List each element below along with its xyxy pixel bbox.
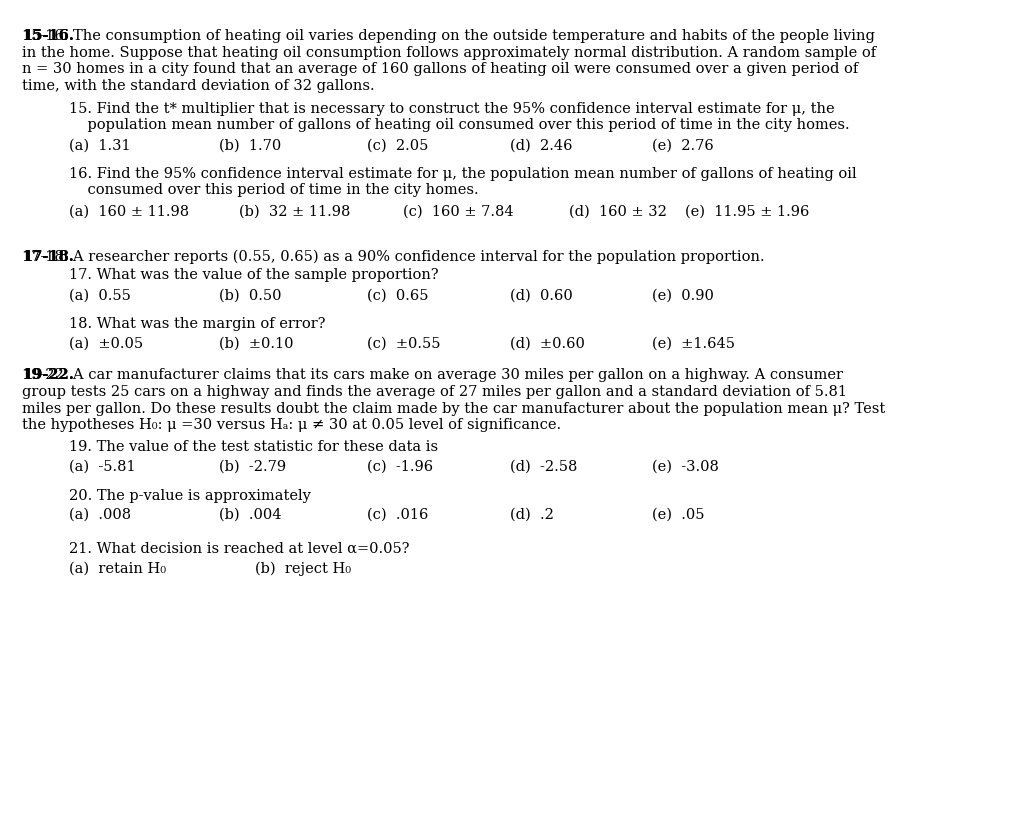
Text: (b)  32 ± 11.98: (b) 32 ± 11.98 [239, 205, 351, 219]
Text: 15-16.: 15-16. [22, 29, 74, 43]
Text: (a)  1.31: (a) 1.31 [69, 139, 130, 153]
Text: (a)  160 ± 11.98: (a) 160 ± 11.98 [69, 205, 190, 219]
Text: population mean number of gallons of heating oil consumed over this period of ti: population mean number of gallons of hea… [69, 118, 850, 132]
Text: 17-18.: 17-18. [22, 250, 74, 264]
Text: (b)  0.50: (b) 0.50 [219, 289, 281, 303]
Text: 16. Find the 95% confidence interval estimate for μ, the population mean number : 16. Find the 95% confidence interval est… [69, 167, 857, 181]
Text: 17-18.: 17-18. [22, 250, 74, 264]
Text: (c)  .016: (c) .016 [367, 508, 428, 522]
Text: the hypotheses H₀: μ =30 versus Hₐ: μ ≠ 30 at 0.05 level of significance.: the hypotheses H₀: μ =30 versus Hₐ: μ ≠ … [22, 418, 561, 432]
Text: 19-22.: 19-22. [22, 368, 74, 382]
Text: 15-16. The consumption of heating oil varies depending on the outside temperatur: 15-16. The consumption of heating oil va… [22, 29, 875, 43]
Text: in the home. Suppose that heating oil consumption follows approximately normal d: in the home. Suppose that heating oil co… [22, 46, 876, 60]
Text: (c)  -1.96: (c) -1.96 [367, 460, 433, 474]
Text: (a)  ±0.05: (a) ±0.05 [69, 337, 144, 351]
Text: (a)  0.55: (a) 0.55 [69, 289, 131, 303]
Text: (a)  .008: (a) .008 [69, 508, 131, 522]
Text: (e)  -3.08: (e) -3.08 [652, 460, 719, 474]
Text: n = 30 homes in a city found that an average of 160 gallons of heating oil were : n = 30 homes in a city found that an ave… [22, 62, 859, 77]
Text: (e)  2.76: (e) 2.76 [652, 139, 714, 153]
Text: (d)  2.46: (d) 2.46 [510, 139, 572, 153]
Text: (e)  11.95 ± 1.96: (e) 11.95 ± 1.96 [685, 205, 809, 219]
Text: (d)  0.60: (d) 0.60 [510, 289, 573, 303]
Text: group tests 25 cars on a highway and finds the average of 27 miles per gallon an: group tests 25 cars on a highway and fin… [22, 385, 848, 399]
Text: (e)  ±1.645: (e) ±1.645 [652, 337, 735, 351]
Text: 15. Find the t* multiplier that is necessary to construct the 95% confidence int: 15. Find the t* multiplier that is neces… [69, 102, 835, 116]
Text: (b)  .004: (b) .004 [219, 508, 281, 522]
Text: 19-22. A car manufacturer claims that its cars make on average 30 miles per gall: 19-22. A car manufacturer claims that it… [22, 368, 844, 382]
Text: 17. What was the value of the sample proportion?: 17. What was the value of the sample pro… [69, 268, 439, 282]
Text: (a)  -5.81: (a) -5.81 [69, 460, 136, 474]
Text: 20. The p-value is approximately: 20. The p-value is approximately [69, 489, 311, 503]
Text: (d)  ±0.60: (d) ±0.60 [510, 337, 584, 351]
Text: 19-22.: 19-22. [22, 368, 74, 382]
Text: miles per gallon. Do these results doubt the claim made by the car manufacturer : miles per gallon. Do these results doubt… [22, 402, 886, 416]
Text: (c)  2.05: (c) 2.05 [367, 139, 428, 153]
Text: (c)  160 ± 7.84: (c) 160 ± 7.84 [403, 205, 514, 219]
Text: (d)  160 ± 32: (d) 160 ± 32 [569, 205, 666, 219]
Text: (c)  ±0.55: (c) ±0.55 [367, 337, 440, 351]
Text: (b)  -2.79: (b) -2.79 [219, 460, 286, 474]
Text: (d)  .2: (d) .2 [510, 508, 553, 522]
Text: 21. What decision is reached at level α=0.05?: 21. What decision is reached at level α=… [69, 541, 410, 556]
Text: consumed over this period of time in the city homes.: consumed over this period of time in the… [69, 183, 479, 197]
Text: 19. The value of the test statistic for these data is: 19. The value of the test statistic for … [69, 440, 438, 454]
Text: (d)  -2.58: (d) -2.58 [510, 460, 577, 474]
Text: (c)  0.65: (c) 0.65 [367, 289, 428, 303]
Text: time, with the standard deviation of 32 gallons.: time, with the standard deviation of 32 … [22, 79, 375, 93]
Text: (e)  0.90: (e) 0.90 [652, 289, 714, 303]
Text: 18. What was the margin of error?: 18. What was the margin of error? [69, 317, 326, 331]
Text: 15-16.: 15-16. [22, 29, 74, 43]
Text: (e)  .05: (e) .05 [652, 508, 705, 522]
Text: (b)  1.70: (b) 1.70 [219, 139, 281, 153]
Text: 17-18. A researcher reports (0.55, 0.65) as a 90% confidence interval for the po: 17-18. A researcher reports (0.55, 0.65)… [22, 250, 765, 264]
Text: (b)  ±0.10: (b) ±0.10 [219, 337, 293, 351]
Text: (b)  reject H₀: (b) reject H₀ [255, 561, 351, 576]
Text: (a)  retain H₀: (a) retain H₀ [69, 561, 166, 576]
